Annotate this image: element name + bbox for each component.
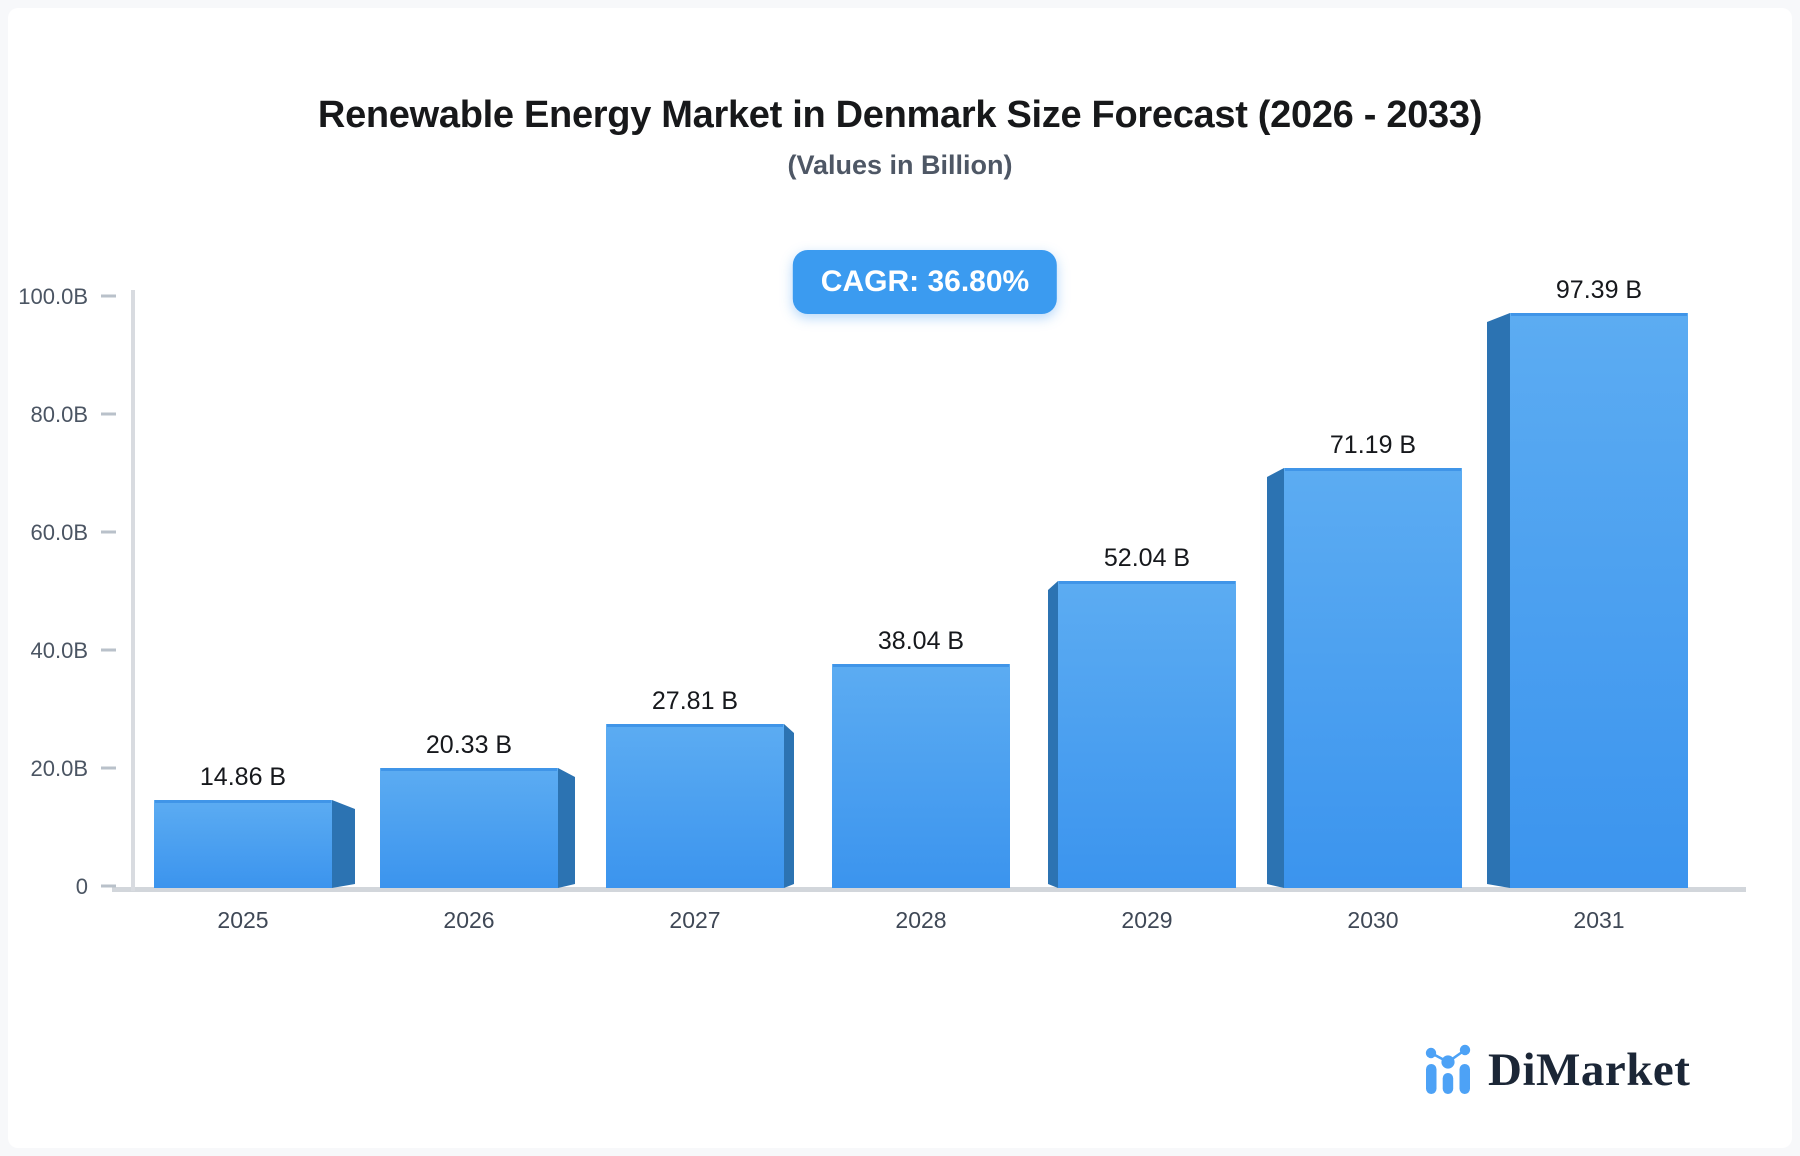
y-axis-tick-label: 0 [76, 874, 88, 899]
bar-value-label: 97.39 B [1556, 276, 1642, 304]
bar[interactable] [154, 800, 332, 888]
bar-value-label: 71.19 B [1330, 431, 1416, 459]
x-axis-label: 2026 [443, 907, 494, 933]
bar-value-label: 38.04 B [878, 627, 964, 655]
bar[interactable] [380, 768, 558, 888]
y-axis-tick-label: 20.0B [31, 756, 89, 781]
y-axis-tick-label: 60.0B [31, 520, 89, 545]
x-axis-label: 2027 [669, 907, 720, 933]
dimarket-logo: DiMarket [1424, 1036, 1690, 1094]
y-axis-tick-label: 40.0B [31, 638, 89, 663]
bar-3d-side [332, 800, 355, 888]
bar-value-label: 27.81 B [652, 687, 738, 715]
bar-3d-side [1048, 581, 1058, 888]
bar-chart-logo-icon [1424, 1036, 1472, 1094]
x-axis-label: 2028 [895, 907, 946, 933]
bar-value-label: 20.33 B [426, 731, 512, 759]
bar[interactable] [1058, 581, 1236, 888]
bar-3d-side [784, 724, 794, 888]
page-title: Renewable Energy Market in Denmark Size … [317, 94, 1483, 136]
y-axis-tick-label: 100.0B [18, 284, 88, 309]
bar[interactable] [1284, 468, 1462, 888]
y-axis-tick-label: 80.0B [31, 402, 89, 427]
bar[interactable] [606, 724, 784, 888]
bar-3d-side [1267, 468, 1284, 888]
bar-value-label: 14.86 B [200, 763, 286, 791]
bar-3d-side [558, 768, 575, 888]
x-axis-label: 2031 [1573, 907, 1624, 933]
x-axis-label: 2029 [1121, 907, 1172, 933]
bar-3d-side [1487, 313, 1510, 888]
bar[interactable] [832, 664, 1010, 888]
bar[interactable] [1510, 313, 1688, 888]
cagr-badge: CAGR: 36.80% [792, 250, 1058, 314]
x-axis-label: 2030 [1347, 907, 1398, 933]
dimarket-logo-text: DiMarket [1488, 1044, 1691, 1096]
chart-subtitle: (Values in Billion) [787, 150, 1013, 180]
bar-value-label: 52.04 B [1104, 544, 1190, 572]
x-axis-label: 2025 [217, 907, 268, 933]
